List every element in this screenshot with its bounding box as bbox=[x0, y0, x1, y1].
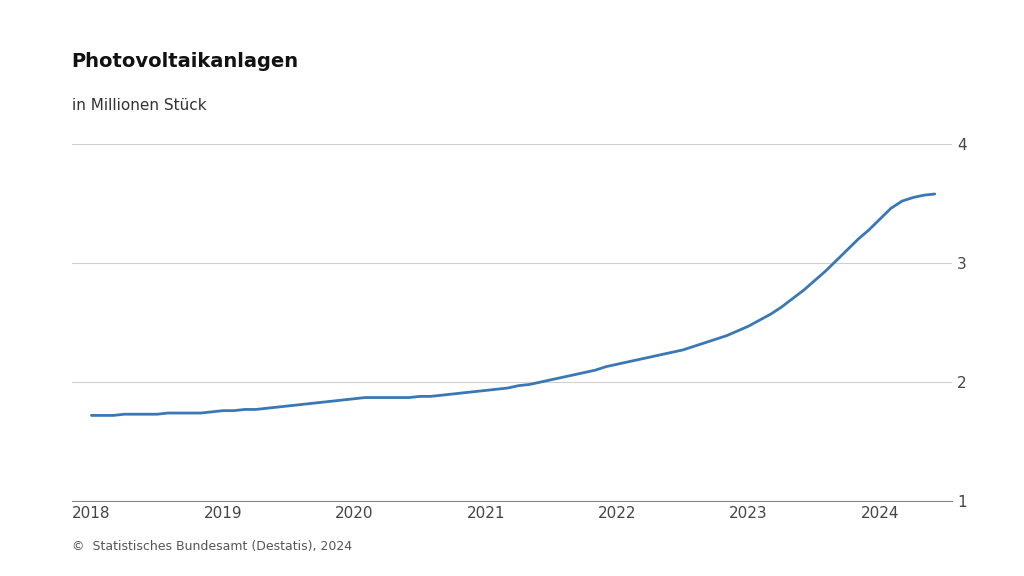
Text: ©  Statistisches Bundesamt (Destatis), 2024: © Statistisches Bundesamt (Destatis), 20… bbox=[72, 540, 352, 553]
Text: Photovoltaikanlagen: Photovoltaikanlagen bbox=[72, 52, 299, 71]
Text: in Millionen Stück: in Millionen Stück bbox=[72, 98, 206, 113]
